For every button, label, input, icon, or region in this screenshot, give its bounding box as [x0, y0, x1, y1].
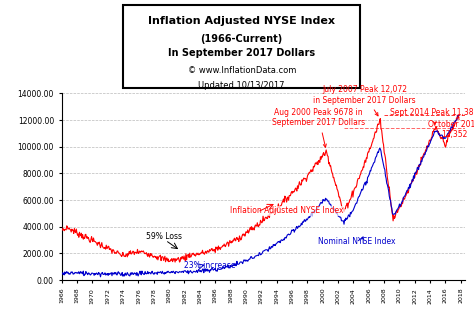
- Text: Sept 2014 Peak 11,386: Sept 2014 Peak 11,386: [390, 108, 474, 124]
- Text: (1966-Current): (1966-Current): [201, 34, 283, 44]
- Text: Inflation Adjusted NYSE Index: Inflation Adjusted NYSE Index: [230, 206, 344, 215]
- Text: In September 2017 Dollars: In September 2017 Dollars: [168, 48, 315, 58]
- Text: 23% increase: 23% increase: [184, 261, 236, 270]
- Text: Updated 10/13/2017: Updated 10/13/2017: [199, 81, 285, 90]
- Text: © www.InflationData.com: © www.InflationData.com: [188, 66, 296, 75]
- Text: Nominal NYSE Index: Nominal NYSE Index: [319, 237, 396, 246]
- FancyBboxPatch shape: [123, 5, 360, 89]
- Text: Inflation Adjusted NYSE Index: Inflation Adjusted NYSE Index: [148, 16, 335, 26]
- Text: 59% Loss: 59% Loss: [146, 232, 182, 241]
- Text: Aug 2000 Peak 9678 in
September 2017 Dollars: Aug 2000 Peak 9678 in September 2017 Dol…: [272, 108, 365, 147]
- Text: October 2017
12,352: October 2017 12,352: [428, 116, 474, 139]
- Text: July 2007 Peak 12,072
in September 2017 Dollars: July 2007 Peak 12,072 in September 2017 …: [313, 85, 416, 116]
